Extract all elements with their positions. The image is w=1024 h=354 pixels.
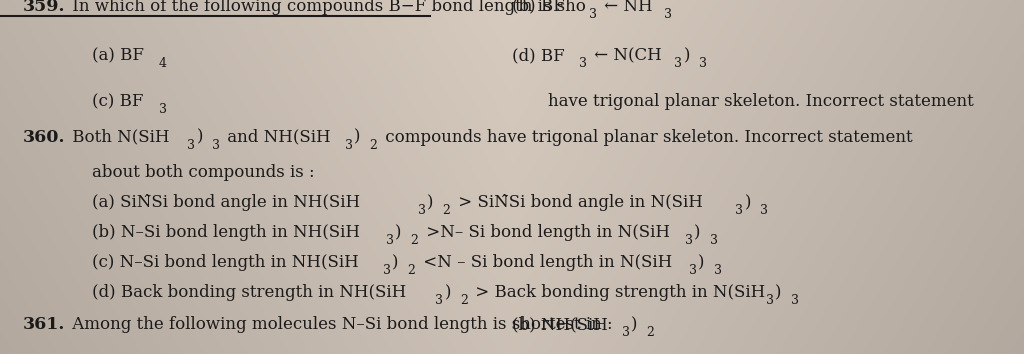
Text: ): )	[684, 47, 690, 64]
Text: 3: 3	[766, 295, 774, 307]
Text: have trigonal planar skeleton. Incorrect statement: have trigonal planar skeleton. Incorrect…	[548, 93, 974, 110]
Text: compounds have trigonal planar skeleton. Incorrect statement: compounds have trigonal planar skeleton.…	[380, 129, 912, 145]
Text: 360.: 360.	[23, 129, 66, 145]
Text: (c) N–Si bond length in NH(SiH: (c) N–Si bond length in NH(SiH	[92, 254, 358, 271]
Text: (d) BF: (d) BF	[512, 47, 565, 64]
Text: 3: 3	[187, 139, 196, 152]
Text: <N – Si bond length in N(SiH: <N – Si bond length in N(SiH	[418, 254, 672, 271]
Text: 2: 2	[646, 326, 654, 339]
Text: >N– Si bond length in N(SiH: >N– Si bond length in N(SiH	[421, 224, 670, 241]
Text: In which of the following compounds B−F bond length is sho: In which of the following compounds B−F …	[67, 0, 586, 15]
Text: (a) SiN̂Si bond angle in NH(SiH: (a) SiN̂Si bond angle in NH(SiH	[92, 194, 360, 211]
Text: 3: 3	[735, 204, 743, 217]
Text: 361.: 361.	[23, 316, 65, 333]
Text: 3: 3	[212, 139, 220, 152]
Text: 3: 3	[710, 234, 718, 247]
Text: 2: 2	[370, 139, 378, 152]
Text: (b) NH(SiH: (b) NH(SiH	[512, 316, 608, 333]
Text: (b) BF: (b) BF	[512, 0, 565, 15]
Text: 3: 3	[664, 8, 672, 21]
Text: 3: 3	[622, 326, 630, 339]
Text: ): )	[775, 284, 781, 301]
Text: 3: 3	[418, 204, 426, 217]
Text: 3: 3	[685, 234, 693, 247]
Text: (b) N–Si bond length in NH(SiH: (b) N–Si bond length in NH(SiH	[92, 224, 360, 241]
Text: ): )	[444, 284, 451, 301]
Text: ): )	[694, 224, 700, 241]
Text: ): )	[354, 129, 360, 145]
Text: and NH(SiH: and NH(SiH	[222, 129, 331, 145]
Text: ): )	[427, 194, 433, 211]
Text: 3: 3	[699, 57, 708, 70]
Text: (c) BF: (c) BF	[92, 93, 143, 110]
Text: about both compounds is :: about both compounds is :	[92, 164, 314, 181]
Text: ← NH: ← NH	[599, 0, 652, 15]
Text: ): )	[698, 254, 705, 271]
Text: 3: 3	[159, 103, 167, 116]
Text: ): )	[395, 224, 401, 241]
Text: 3: 3	[689, 264, 697, 277]
Text: 2: 2	[411, 234, 419, 247]
Text: > SiN̂Si bond angle in N(SiH: > SiN̂Si bond angle in N(SiH	[453, 194, 702, 211]
Text: (a) BF: (a) BF	[92, 47, 144, 64]
Text: 3: 3	[791, 295, 799, 307]
Text: 3: 3	[589, 8, 597, 21]
Text: > Back bonding strength in N(SiH: > Back bonding strength in N(SiH	[470, 284, 765, 301]
Text: 2: 2	[408, 264, 416, 277]
Text: Among the following molecules N–Si bond length is shortest in :: Among the following molecules N–Si bond …	[67, 316, 612, 333]
Text: 3: 3	[579, 57, 587, 70]
Text: ): )	[392, 254, 398, 271]
Text: 3: 3	[760, 204, 768, 217]
Text: ): )	[631, 316, 637, 333]
Text: 2: 2	[442, 204, 451, 217]
Text: ← N(CH: ← N(CH	[589, 47, 662, 64]
Text: 3: 3	[345, 139, 353, 152]
Text: 3: 3	[714, 264, 722, 277]
Text: Both N(SiH: Both N(SiH	[67, 129, 169, 145]
Text: 3: 3	[435, 295, 443, 307]
Text: 3: 3	[674, 57, 682, 70]
Text: 4: 4	[159, 57, 167, 70]
Text: 359.: 359.	[23, 0, 66, 15]
Text: ): )	[197, 129, 203, 145]
Text: (d) Back bonding strength in NH(SiH: (d) Back bonding strength in NH(SiH	[92, 284, 407, 301]
Text: 2: 2	[460, 295, 468, 307]
Text: ): )	[744, 194, 751, 211]
Text: 3: 3	[386, 234, 394, 247]
Text: 3: 3	[383, 264, 391, 277]
